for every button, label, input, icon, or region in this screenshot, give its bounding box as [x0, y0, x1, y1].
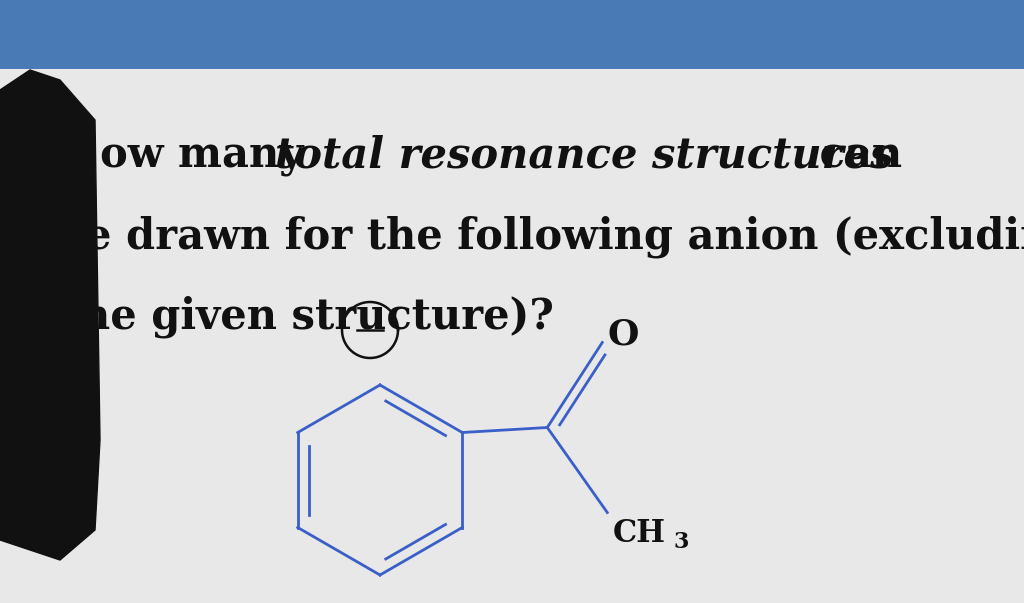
Text: CH: CH [612, 517, 666, 549]
Bar [0, 0, 1024, 69]
Text: e drawn for the following anion (excluding: e drawn for the following anion (excludi… [85, 215, 1024, 257]
Text: ow many: ow many [100, 135, 318, 177]
Bar [0, 69, 1024, 603]
Text: he given structure)?: he given structure)? [80, 295, 554, 338]
Text: 3: 3 [673, 531, 689, 552]
Polygon shape [0, 70, 100, 560]
Text: O: O [607, 318, 639, 352]
Text: total resonance structures: total resonance structures [275, 135, 893, 177]
Text: can: can [805, 135, 902, 177]
